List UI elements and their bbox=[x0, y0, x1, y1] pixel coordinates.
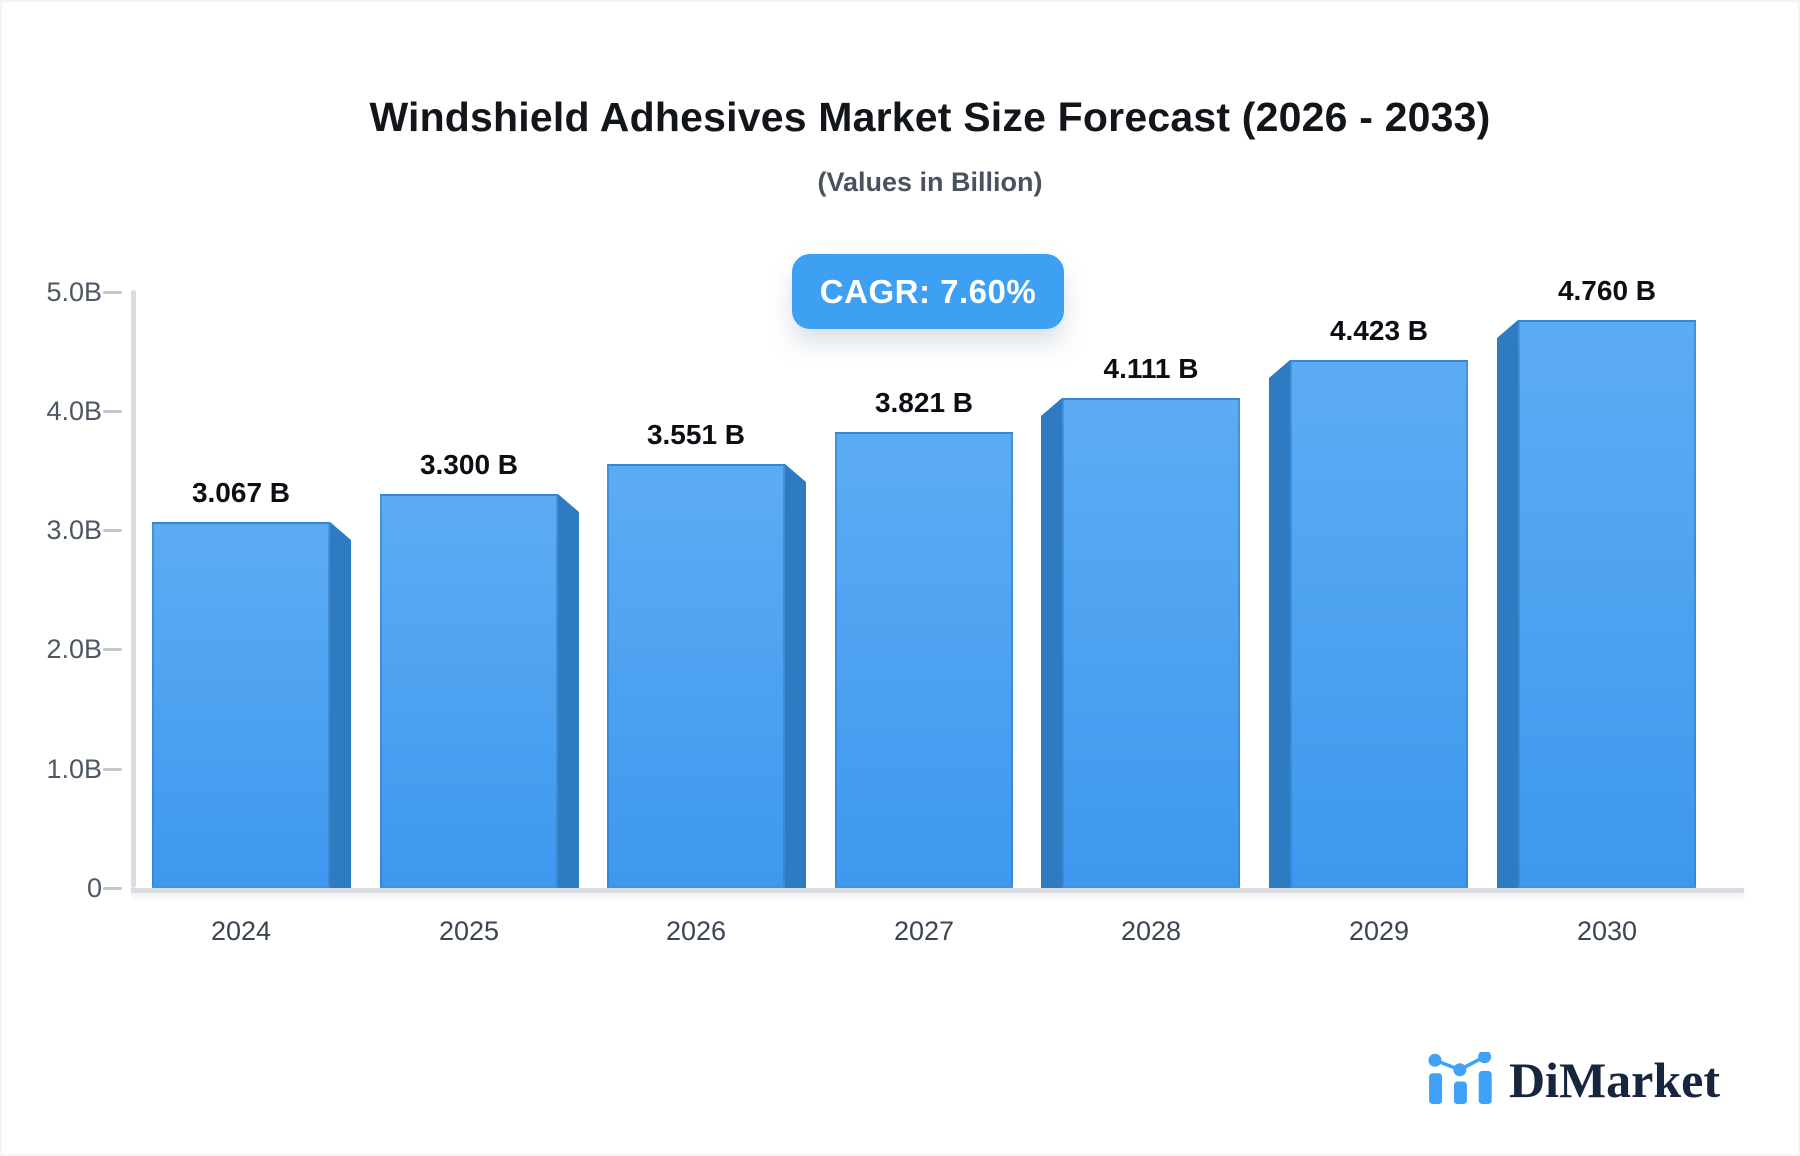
bar-face bbox=[1062, 398, 1240, 888]
dimarket-logo-text: DiMarket bbox=[1508, 1052, 1720, 1108]
x-axis-label: 2027 bbox=[893, 916, 955, 946]
bar-2028 bbox=[1041, 398, 1240, 888]
x-axis-label: 2029 bbox=[1348, 916, 1410, 946]
y-axis-tick-mark bbox=[103, 648, 122, 652]
x-axis-line bbox=[131, 888, 1744, 893]
bar-side-3d bbox=[785, 464, 806, 888]
y-axis-tick-label: 4.0B bbox=[46, 395, 102, 426]
bar-value-label: 3.821 B bbox=[874, 387, 974, 418]
y-axis-tick-label: 2.0B bbox=[46, 634, 102, 665]
y-axis-tick-label: 3.0B bbox=[46, 515, 102, 546]
cagr-badge-label: CAGR: 7.60% bbox=[819, 272, 1037, 310]
chart-subtitle: (Values in Billion) bbox=[817, 167, 1043, 197]
chart-header: Windshield Adhesives Market Size Forecas… bbox=[62, 94, 1798, 198]
bar-2024 bbox=[152, 522, 351, 888]
y-axis-tick-label: 1.0B bbox=[46, 753, 102, 784]
dimarket-logo: DiMarket bbox=[1427, 1052, 1720, 1108]
x-axis-label: 2025 bbox=[438, 916, 500, 946]
x-axis-label: 2024 bbox=[210, 916, 272, 946]
y-axis-tick-mark bbox=[103, 767, 122, 771]
bar-2027 bbox=[835, 432, 1013, 888]
x-axis-label: 2026 bbox=[665, 916, 727, 946]
bar-value-label: 4.111 B bbox=[1103, 353, 1199, 384]
y-axis-line bbox=[131, 290, 136, 888]
bar-face bbox=[607, 464, 785, 888]
bar-face bbox=[1518, 320, 1696, 888]
bar-side-3d bbox=[558, 494, 579, 888]
bar-2026 bbox=[607, 464, 806, 888]
bar-2025 bbox=[380, 494, 579, 888]
bar-face bbox=[835, 432, 1013, 888]
bar-value-label: 3.300 B bbox=[419, 449, 519, 480]
bar-2029 bbox=[1269, 360, 1468, 888]
chart-title: Windshield Adhesives Market Size Forecas… bbox=[369, 94, 1491, 140]
y-axis-tick-mark bbox=[103, 409, 122, 413]
dimarket-logo-icon bbox=[1428, 1052, 1492, 1104]
bar-side-3d bbox=[1497, 320, 1518, 888]
bar-value-label: 4.760 B bbox=[1557, 275, 1657, 306]
y-axis-tick-mark bbox=[103, 290, 122, 294]
bar-face bbox=[380, 494, 558, 888]
y-axis-tick-label: 0 bbox=[86, 873, 102, 903]
bar-side-3d bbox=[1269, 360, 1290, 888]
bar-value-label: 4.423 B bbox=[1329, 315, 1429, 346]
bar-face bbox=[152, 522, 330, 888]
bar-value-label: 3.067 B bbox=[191, 477, 291, 508]
bar-value-label: 3.551 B bbox=[646, 419, 746, 450]
bar-side-3d bbox=[1041, 398, 1062, 888]
bar-face bbox=[1290, 360, 1468, 888]
bar-side-3d bbox=[330, 522, 351, 888]
y-axis-tick-mark bbox=[103, 887, 122, 890]
y-axis-tick-label: 5.0B bbox=[46, 276, 102, 307]
cagr-badge: CAGR: 7.60% bbox=[792, 254, 1064, 329]
x-axis-label: 2030 bbox=[1576, 916, 1638, 946]
x-axis-label: 2028 bbox=[1120, 916, 1182, 946]
bar-2030 bbox=[1497, 320, 1696, 888]
y-axis-tick-mark bbox=[103, 529, 122, 533]
